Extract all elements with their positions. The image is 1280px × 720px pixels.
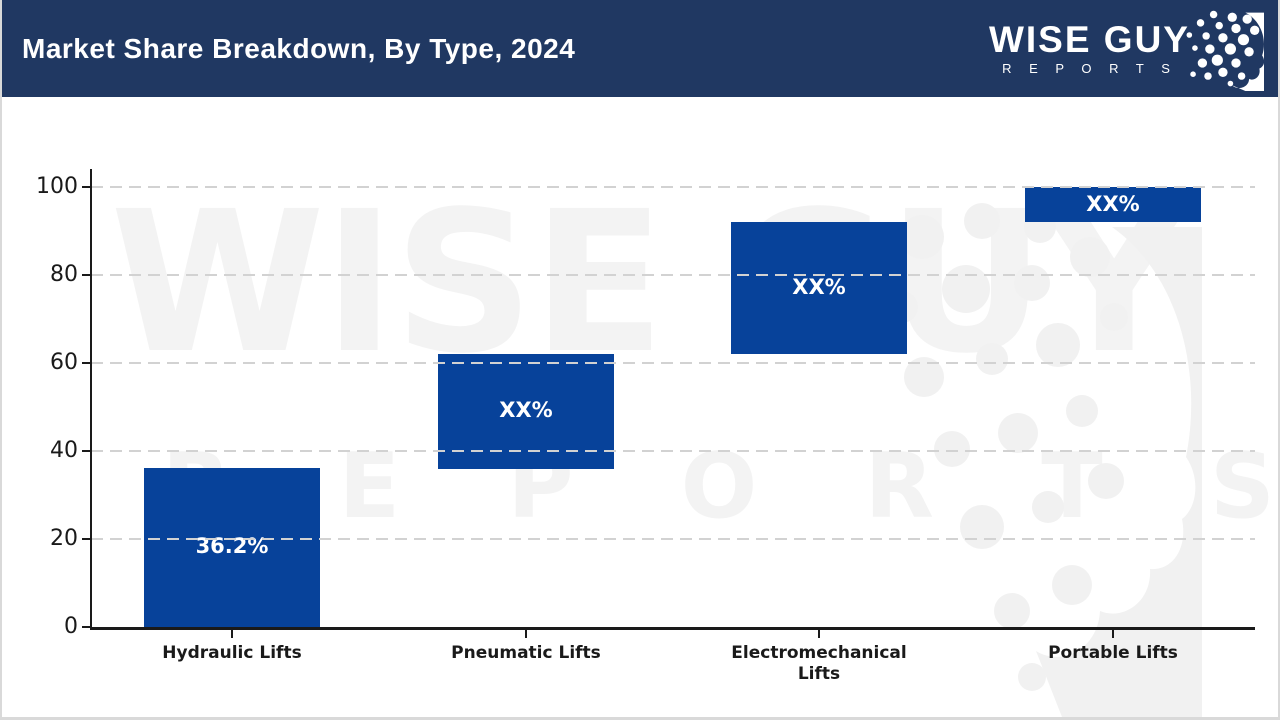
y-tick-mark-40 — [82, 450, 91, 452]
y-tick-mark-20 — [82, 538, 91, 540]
logo-wordmark: WISE GUY — [988, 19, 1190, 60]
y-axis-line — [90, 169, 92, 629]
y-tick-mark-0 — [82, 626, 91, 628]
y-tick-label-80: 80 — [50, 262, 78, 287]
gridline-20 — [91, 538, 1255, 540]
category-label-0: Hydraulic Lifts — [162, 643, 302, 663]
gridline-60 — [91, 362, 1255, 364]
watermark-text: WISE GUY — [110, 169, 1185, 396]
logo-text: WISE GUY R E P O R T S — [989, 21, 1190, 76]
logo: WISE GUY R E P O R T S — [989, 7, 1264, 91]
bar-value-label: XX% — [1086, 191, 1140, 216]
y-tick-label-0: 0 — [64, 614, 78, 639]
x-tick-mark-0 — [231, 630, 233, 638]
bar-value-label: XX% — [792, 275, 846, 300]
y-tick-mark-60 — [82, 362, 91, 364]
x-tick-mark-3 — [1112, 630, 1114, 638]
logo-subtext: R E P O R T S — [1002, 61, 1177, 76]
bar-electromechanical-lifts: XX% — [731, 222, 907, 355]
bar-portable-lifts: XX% — [1025, 187, 1201, 223]
category-label-2: Electromechanical Lifts — [731, 643, 907, 684]
gridline-100 — [91, 186, 1255, 188]
y-tick-label-20: 20 — [50, 526, 78, 551]
y-tick-mark-80 — [82, 274, 91, 276]
header-bar: Market Share Breakdown, By Type, 2024 WI… — [2, 0, 1278, 97]
y-tick-label-100: 100 — [36, 174, 78, 199]
bar-value-label: XX% — [499, 398, 553, 423]
page-title: Market Share Breakdown, By Type, 2024 — [22, 32, 576, 64]
x-axis-line — [90, 627, 1255, 630]
gridline-80 — [91, 274, 1255, 276]
gridline-40 — [91, 450, 1255, 452]
y-tick-label-60: 60 — [50, 350, 78, 375]
logo-face-icon — [1186, 10, 1264, 91]
chart-area: WISE GUY R E P O R T S 0 20 40 60 80 100 36.2%… — [2, 97, 1278, 717]
bar-hydraulic-lifts: 36.2% — [144, 467, 320, 627]
x-tick-mark-2 — [818, 630, 820, 638]
y-tick-mark-100 — [82, 186, 91, 188]
y-tick-label-40: 40 — [50, 438, 78, 463]
bar-pneumatic-lifts: XX% — [438, 354, 614, 469]
x-tick-mark-1 — [525, 630, 527, 638]
category-label-1: Pneumatic Lifts — [451, 643, 601, 663]
category-label-3: Portable Lifts — [1048, 643, 1178, 663]
